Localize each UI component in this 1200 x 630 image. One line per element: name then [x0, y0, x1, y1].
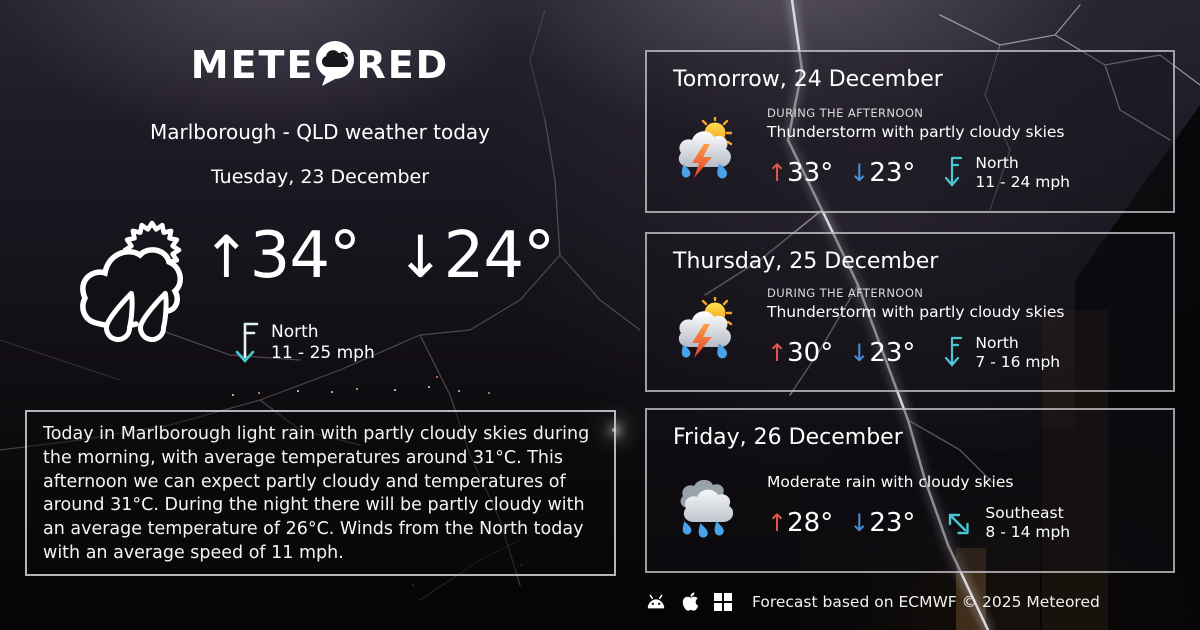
- card-low: ↓23°: [849, 508, 915, 538]
- current-low-value: 24°: [443, 219, 555, 293]
- meteored-logo[interactable]: METE RED: [0, 40, 640, 88]
- platform-icons: [645, 591, 732, 612]
- current-condition-icon-rain-sun: [76, 220, 186, 358]
- card-title: Thursday, 25 December: [673, 249, 939, 274]
- card-wind: North 11 - 24 mph: [943, 154, 1070, 192]
- low-arrow-icon: ↓: [396, 223, 445, 291]
- card-low: ↓23°: [849, 158, 915, 188]
- forecast-card-tomorrow[interactable]: Tomorrow, 24 December: [645, 50, 1175, 213]
- card-high-value: 30°: [787, 338, 834, 368]
- current-high: ↑34°: [202, 223, 361, 291]
- card-low: ↓23°: [849, 338, 915, 368]
- android-icon[interactable]: [645, 593, 667, 611]
- card-wind-speed: 8 - 14 mph: [985, 523, 1071, 541]
- city-lights: [232, 394, 234, 396]
- card-time-of-day: DURING THE AFTERNOON: [767, 286, 924, 300]
- card-wind-speed: 11 - 24 mph: [975, 172, 1070, 191]
- card-description: Moderate rain with cloudy skies: [767, 473, 1014, 491]
- card-wind-direction: Southeast: [985, 504, 1064, 522]
- forecast-attribution: Forecast based on ECMWF © 2025 Meteored: [752, 592, 1100, 611]
- card-high: ↑33°: [767, 158, 833, 188]
- high-arrow-icon: ↑: [202, 223, 251, 291]
- card-high-value: 33°: [787, 157, 834, 188]
- low-arrow-icon: ↓: [849, 509, 870, 537]
- card-high: ↑30°: [767, 338, 833, 368]
- wind-barb-icon: [943, 156, 963, 190]
- card-low-value: 23°: [869, 508, 916, 538]
- current-wind-direction: North: [271, 322, 319, 342]
- card-wind-direction: North: [975, 334, 1019, 352]
- card-title: Tomorrow, 24 December: [673, 67, 943, 92]
- high-arrow-icon: ↑: [767, 339, 788, 367]
- windows-icon[interactable]: [714, 592, 732, 611]
- card-wind: North 7 - 16 mph: [943, 334, 1060, 372]
- low-arrow-icon: ↓: [849, 158, 870, 187]
- logo-text-post: RED: [356, 43, 450, 87]
- card-wind-speed: 7 - 16 mph: [975, 353, 1061, 371]
- card-time-of-day: DURING THE AFTERNOON: [767, 105, 924, 120]
- thunderstorm-sun-icon: [673, 116, 737, 181]
- weather-summary-text: Today in Marlborough light rain with par…: [25, 410, 616, 576]
- apple-icon[interactable]: [682, 591, 699, 612]
- wind-barb-icon: [943, 336, 963, 370]
- current-low: ↓24°: [396, 223, 555, 291]
- card-wind: Southeast 8 - 14 mph: [943, 504, 1070, 542]
- forecast-card-thursday[interactable]: Thursday, 25 December DURING THE AFTERNO…: [645, 232, 1175, 392]
- current-high-value: 34°: [249, 219, 361, 293]
- card-wind-direction: North: [975, 153, 1019, 172]
- footer: Forecast based on ECMWF © 2025 Meteored: [645, 591, 1175, 612]
- cloud-speech-bubble-icon: [315, 40, 355, 86]
- wind-arrow-northwest-icon: [943, 508, 973, 538]
- forecast-card-friday[interactable]: Friday, 26 December Moderate rain with c…: [645, 408, 1175, 573]
- thunderstorm-sun-icon: [673, 297, 737, 361]
- page-title: Marlborough - QLD weather today: [149, 120, 491, 144]
- card-high-value: 28°: [787, 508, 834, 538]
- current-temperatures: ↑34° ↓24°: [202, 223, 555, 291]
- card-description: Thunderstorm with partly cloudy skies: [767, 303, 1065, 321]
- card-high: ↑28°: [767, 508, 833, 538]
- card-low-value: 23°: [869, 338, 916, 368]
- high-arrow-icon: ↑: [767, 509, 788, 537]
- card-description: Thunderstorm with partly cloudy skies: [767, 122, 1065, 141]
- card-title: Friday, 26 December: [673, 425, 903, 450]
- current-wind-speed: 11 - 25 mph: [271, 343, 375, 363]
- current-wind: North 11 - 25 mph: [232, 320, 375, 368]
- wind-barb-icon: [232, 320, 259, 368]
- card-low-value: 23°: [869, 157, 916, 188]
- logo-text-pre: METE: [190, 43, 315, 87]
- rain-clouds-icon: [673, 476, 737, 540]
- low-arrow-icon: ↓: [849, 339, 870, 367]
- high-arrow-icon: ↑: [767, 158, 788, 187]
- current-date: Tuesday, 23 December: [210, 166, 430, 188]
